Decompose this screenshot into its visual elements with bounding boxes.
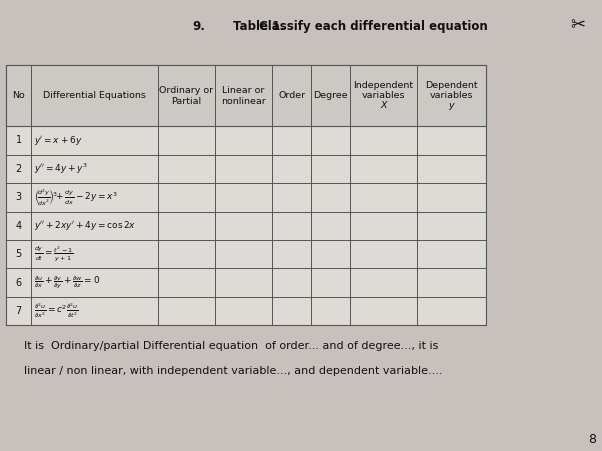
Text: Linear or
nonlinear: Linear or nonlinear <box>221 86 266 106</box>
Text: $\frac{\partial^2 u}{\partial x^2}=c^2\frac{\partial^2 u}{\partial t^2}$: $\frac{\partial^2 u}{\partial x^2}=c^2\f… <box>34 302 78 320</box>
Text: 2: 2 <box>16 164 22 174</box>
Text: Ordinary or
Partial: Ordinary or Partial <box>160 86 213 106</box>
Text: Classify each differential equation: Classify each differential equation <box>259 20 488 33</box>
Text: Independent
variables: Independent variables <box>353 81 414 100</box>
Text: linear / non linear, with independent variable..., and dependent variable....: linear / non linear, with independent va… <box>24 366 442 376</box>
Text: No: No <box>12 92 25 100</box>
Text: $\frac{dy}{dt}=\frac{t^2-1}{y+1}$: $\frac{dy}{dt}=\frac{t^2-1}{y+1}$ <box>34 245 73 263</box>
Text: 1: 1 <box>16 135 22 146</box>
Text: Degree: Degree <box>314 92 348 100</box>
Text: 3: 3 <box>16 192 22 202</box>
Text: y: y <box>448 101 454 110</box>
Text: $\left(\!\frac{d^2y}{dx^2}\!\right)^{\!3}\!\!+\frac{dy}{dx}-2y=x^3$: $\left(\!\frac{d^2y}{dx^2}\!\right)^{\!3… <box>34 187 117 207</box>
Text: 7: 7 <box>16 306 22 316</box>
FancyBboxPatch shape <box>6 65 486 325</box>
Text: 6: 6 <box>16 277 22 288</box>
FancyBboxPatch shape <box>6 65 486 126</box>
Text: $y'' = 4y + y^3$: $y'' = 4y + y^3$ <box>34 162 88 176</box>
Text: ✂: ✂ <box>570 16 586 34</box>
Text: 8: 8 <box>588 433 596 446</box>
Text: Differential Equations: Differential Equations <box>43 92 146 100</box>
Text: 5: 5 <box>16 249 22 259</box>
Text: 4: 4 <box>16 221 22 231</box>
Text: Dependent
variables: Dependent variables <box>425 81 477 100</box>
Text: X: X <box>380 101 386 110</box>
Text: 9.: 9. <box>192 20 205 33</box>
Text: Order: Order <box>278 92 305 100</box>
Text: $\frac{\partial u}{\partial x}+\frac{\partial v}{\partial y}+\frac{\partial w}{\: $\frac{\partial u}{\partial x}+\frac{\pa… <box>34 275 100 290</box>
Text: $y'' + 2xy' + 4y = \cos 2x$: $y'' + 2xy' + 4y = \cos 2x$ <box>34 219 136 232</box>
Text: $y' = x + 6y$: $y' = x + 6y$ <box>34 134 82 147</box>
Text: It is  Ordinary/partial Differential equation  of order... and of degree..., it : It is Ordinary/partial Differential equa… <box>24 341 438 351</box>
Text: Table 1.: Table 1. <box>233 20 285 33</box>
